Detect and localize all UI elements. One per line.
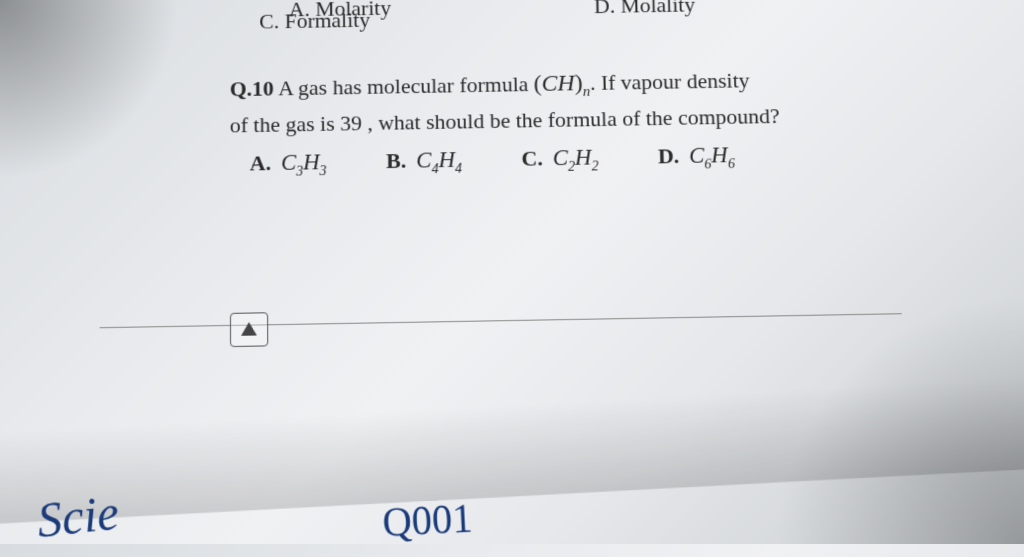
- option-c: C. C2H2: [521, 145, 598, 176]
- prev-option-a: A. Molarity: [289, 0, 391, 22]
- paper-surface: A. Molarity D. Molality C. Formality Q.1…: [0, 0, 1024, 557]
- section-icon: ⛰: [230, 312, 268, 347]
- question-line2: of the gas is 39 , what should be the fo…: [230, 104, 780, 138]
- option-b-formula: C4H4: [416, 147, 462, 178]
- question-content: A. Molarity D. Molality C. Formality Q.1…: [240, 0, 936, 181]
- option-c-formula: C2H2: [552, 145, 598, 176]
- question-line1-post: . If vapour density: [590, 68, 750, 95]
- handwriting-center: Q001: [381, 493, 473, 546]
- handwriting-left: Scie: [35, 485, 120, 550]
- answer-options: A. C3H3 B. C4H4 C. C2H2 D. C6H6: [250, 139, 936, 181]
- question-line1-pre: A gas has molecular formula: [274, 71, 534, 100]
- page-fold-shadow: [0, 378, 1024, 524]
- section-separator: [100, 313, 902, 328]
- formula-ch-n: (CH)n: [534, 70, 591, 96]
- question-text: Q.10 A gas has molecular formula (CH)n. …: [230, 60, 934, 142]
- option-d-formula: C6H6: [689, 143, 736, 174]
- option-a: A. C3H3: [250, 150, 327, 181]
- option-d: D. C6H6: [658, 143, 736, 174]
- option-b: B. C4H4: [386, 147, 462, 178]
- question-label: Q.10: [230, 76, 274, 101]
- prev-option-d: D. Molality: [594, 0, 696, 19]
- option-a-formula: C3H3: [281, 150, 327, 181]
